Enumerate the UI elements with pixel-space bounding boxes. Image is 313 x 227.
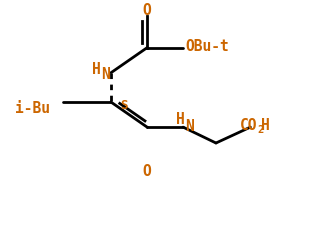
Text: H: H (261, 118, 270, 133)
Text: S: S (120, 99, 127, 112)
Text: i-Bu: i-Bu (15, 101, 50, 116)
Text: N: N (101, 67, 110, 82)
Text: N: N (185, 119, 194, 134)
Text: H: H (92, 62, 101, 77)
Text: O: O (143, 3, 151, 18)
Text: CO: CO (240, 118, 258, 133)
Text: O: O (143, 164, 151, 179)
Text: H: H (176, 112, 184, 127)
Text: OBu-t: OBu-t (186, 39, 229, 54)
Text: 2: 2 (258, 125, 264, 135)
